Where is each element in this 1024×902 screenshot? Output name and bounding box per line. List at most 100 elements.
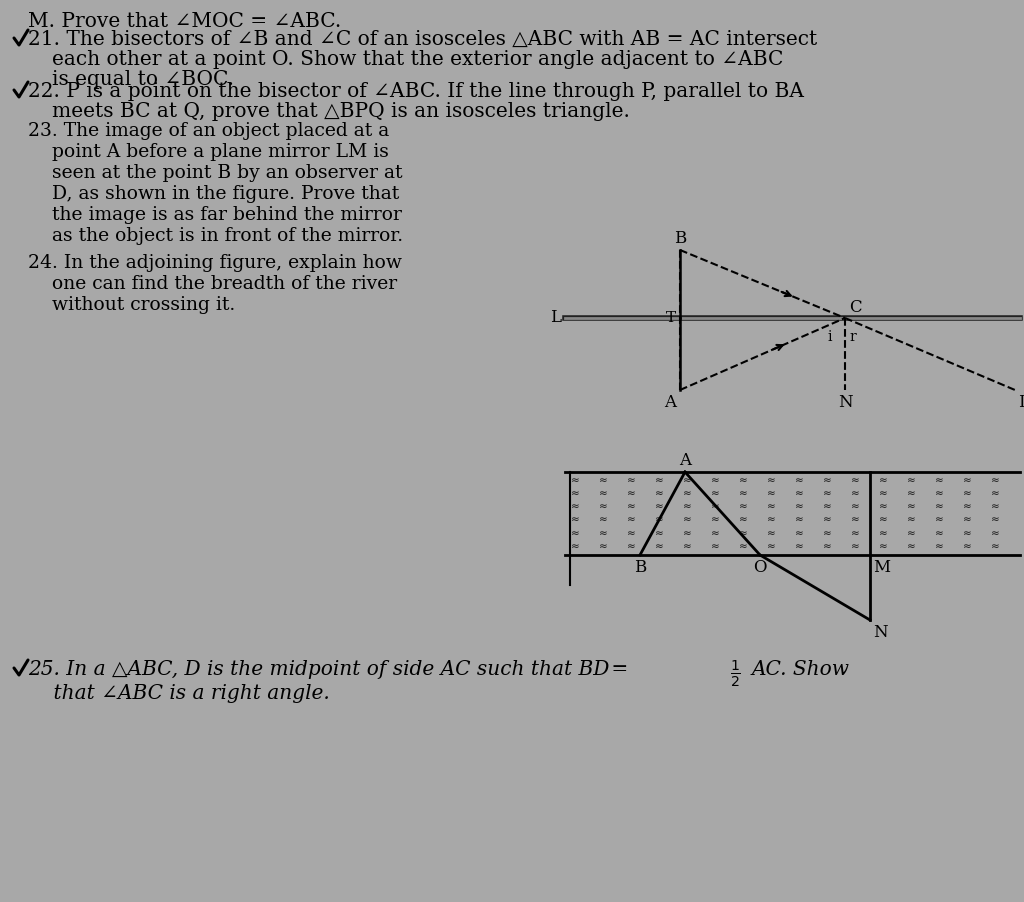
Text: ≈: ≈ bbox=[627, 514, 635, 524]
Text: A: A bbox=[679, 452, 691, 469]
Text: the image is as far behind the mirror: the image is as far behind the mirror bbox=[28, 206, 401, 224]
Text: meets BC at Q, prove that △BPQ is an isosceles triangle.: meets BC at Q, prove that △BPQ is an iso… bbox=[52, 102, 630, 121]
Text: ≈: ≈ bbox=[963, 514, 972, 524]
Text: ≈: ≈ bbox=[767, 488, 775, 498]
Text: ≈: ≈ bbox=[851, 528, 859, 538]
Text: ≈: ≈ bbox=[990, 488, 999, 498]
Text: ≈: ≈ bbox=[627, 541, 635, 551]
Text: ≈: ≈ bbox=[654, 541, 664, 551]
Text: ≈: ≈ bbox=[990, 501, 999, 511]
Text: ≈: ≈ bbox=[963, 501, 972, 511]
Text: ≈: ≈ bbox=[963, 528, 972, 538]
Text: 22. P is a point on the bisector of ∠ABC. If the line through P, parallel to BA: 22. P is a point on the bisector of ∠ABC… bbox=[28, 82, 804, 101]
Text: ≈: ≈ bbox=[654, 488, 664, 498]
Text: 24. In the adjoining figure, explain how: 24. In the adjoining figure, explain how bbox=[28, 254, 401, 272]
Text: ≈: ≈ bbox=[599, 514, 607, 524]
Text: ≈: ≈ bbox=[990, 475, 999, 485]
Text: ≈: ≈ bbox=[879, 541, 888, 551]
Text: ≈: ≈ bbox=[795, 475, 804, 485]
Text: ≈: ≈ bbox=[711, 488, 720, 498]
Text: ≈: ≈ bbox=[654, 514, 664, 524]
Text: ≈: ≈ bbox=[935, 541, 943, 551]
Text: ≈: ≈ bbox=[627, 528, 635, 538]
Text: ≈: ≈ bbox=[822, 475, 831, 485]
Text: r: r bbox=[850, 330, 856, 344]
Text: ≈: ≈ bbox=[990, 541, 999, 551]
Text: ≈: ≈ bbox=[879, 475, 888, 485]
Text: seen at the point ​B by an observer at: seen at the point ​B by an observer at bbox=[28, 164, 402, 182]
Text: L: L bbox=[550, 309, 561, 327]
Text: 21. The bisectors of ∠B and ∠C of an isosceles △ABC with AB = AC intersect: 21. The bisectors of ∠B and ∠C of an iso… bbox=[28, 30, 817, 49]
Text: B: B bbox=[674, 230, 686, 247]
Text: ≈: ≈ bbox=[767, 514, 775, 524]
Text: ≈: ≈ bbox=[711, 541, 720, 551]
Text: $\frac{1}{2}$: $\frac{1}{2}$ bbox=[730, 659, 741, 689]
Text: ≈: ≈ bbox=[795, 541, 804, 551]
Text: ≈: ≈ bbox=[822, 488, 831, 498]
Text: ≈: ≈ bbox=[906, 528, 915, 538]
Text: B: B bbox=[634, 559, 646, 576]
Text: ≈: ≈ bbox=[627, 501, 635, 511]
Text: ≈: ≈ bbox=[906, 475, 915, 485]
Text: ≈: ≈ bbox=[599, 475, 607, 485]
Text: AC. Show: AC. Show bbox=[752, 660, 850, 679]
Text: i: i bbox=[827, 330, 833, 344]
Text: ≈: ≈ bbox=[738, 488, 748, 498]
Text: ≈: ≈ bbox=[935, 488, 943, 498]
Text: A: A bbox=[664, 394, 676, 411]
Text: each other at a point O. Show that the exterior angle adjacent to ∠ABC: each other at a point O. Show that the e… bbox=[52, 50, 783, 69]
Text: ≈: ≈ bbox=[654, 475, 664, 485]
Text: ≈: ≈ bbox=[963, 475, 972, 485]
Text: ≈: ≈ bbox=[795, 501, 804, 511]
Text: ≈: ≈ bbox=[822, 501, 831, 511]
Text: ≈: ≈ bbox=[627, 488, 635, 498]
Text: ≈: ≈ bbox=[906, 514, 915, 524]
Text: ≈: ≈ bbox=[570, 528, 580, 538]
Text: ≈: ≈ bbox=[879, 501, 888, 511]
Text: ≈: ≈ bbox=[738, 501, 748, 511]
Text: N: N bbox=[873, 624, 888, 641]
Text: ≈: ≈ bbox=[570, 475, 580, 485]
Text: ≈: ≈ bbox=[599, 501, 607, 511]
Text: ≈: ≈ bbox=[627, 475, 635, 485]
Text: D, as shown in the figure. Prove that: D, as shown in the figure. Prove that bbox=[28, 185, 399, 203]
Text: ≈: ≈ bbox=[570, 501, 580, 511]
Text: without crossing it.: without crossing it. bbox=[28, 296, 236, 314]
Text: ≈: ≈ bbox=[906, 501, 915, 511]
Text: ≈: ≈ bbox=[599, 541, 607, 551]
Text: ≈: ≈ bbox=[711, 528, 720, 538]
Text: ≈: ≈ bbox=[990, 528, 999, 538]
Text: ≈: ≈ bbox=[935, 501, 943, 511]
Text: ≈: ≈ bbox=[738, 475, 748, 485]
Text: O: O bbox=[754, 559, 767, 576]
Text: ≈: ≈ bbox=[822, 528, 831, 538]
Text: ≈: ≈ bbox=[879, 488, 888, 498]
Text: C: C bbox=[849, 299, 861, 316]
Text: point ​A before a plane mirror ​LM is: point ​A before a plane mirror ​LM is bbox=[28, 143, 389, 161]
Text: ≈: ≈ bbox=[963, 488, 972, 498]
Text: T: T bbox=[666, 311, 676, 325]
Text: that ∠ABC is a right angle.: that ∠ABC is a right angle. bbox=[28, 684, 330, 703]
Text: ≈: ≈ bbox=[711, 475, 720, 485]
Text: 23. The image of an object placed at a: 23. The image of an object placed at a bbox=[28, 122, 389, 140]
Text: ≈: ≈ bbox=[683, 528, 691, 538]
Text: ≈: ≈ bbox=[683, 541, 691, 551]
Text: M. Prove that ∠MOC = ∠ABC.: M. Prove that ∠MOC = ∠ABC. bbox=[28, 12, 341, 31]
Text: ≈: ≈ bbox=[795, 488, 804, 498]
Text: ≈: ≈ bbox=[851, 501, 859, 511]
Text: D: D bbox=[1018, 394, 1024, 411]
Text: ≈: ≈ bbox=[738, 528, 748, 538]
Text: ≈: ≈ bbox=[879, 514, 888, 524]
Text: ≈: ≈ bbox=[906, 541, 915, 551]
Text: ≈: ≈ bbox=[935, 528, 943, 538]
Text: ≈: ≈ bbox=[599, 528, 607, 538]
Text: ≈: ≈ bbox=[570, 541, 580, 551]
Text: ≈: ≈ bbox=[879, 528, 888, 538]
Text: is equal to ∠BOC.: is equal to ∠BOC. bbox=[52, 70, 234, 89]
Text: ≈: ≈ bbox=[935, 514, 943, 524]
Text: ≈: ≈ bbox=[767, 501, 775, 511]
Text: ≈: ≈ bbox=[683, 488, 691, 498]
Text: ≈: ≈ bbox=[683, 514, 691, 524]
Text: ≈: ≈ bbox=[906, 488, 915, 498]
Text: ≈: ≈ bbox=[795, 514, 804, 524]
